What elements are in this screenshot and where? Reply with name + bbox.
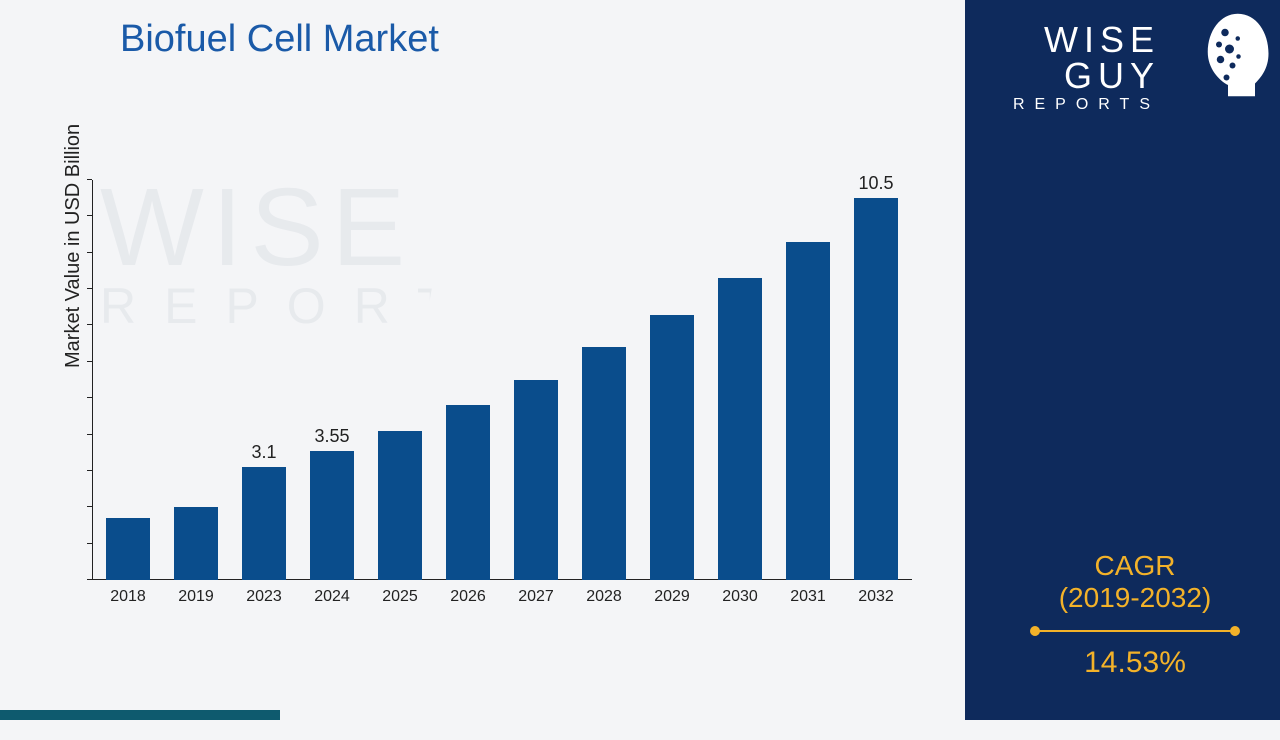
bottom-accent-bar: [0, 710, 280, 720]
bar-x-label: 2018: [110, 588, 146, 606]
bar-x-label: 2029: [654, 588, 690, 606]
logo-sub-text: REPORTS: [965, 96, 1160, 114]
bar: 203210.5: [854, 198, 898, 580]
y-axis-line: [92, 180, 93, 580]
bar: 2029: [650, 315, 694, 580]
logo-main-text: WISE GUY: [965, 22, 1160, 94]
chart-title: Biofuel Cell Market: [120, 18, 439, 61]
bar-x-label: 2027: [518, 588, 554, 606]
bar: 2026: [446, 405, 490, 580]
cagr-title: CAGR: [990, 550, 1280, 582]
bar-value-label: 3.55: [314, 426, 349, 447]
main-area: WISE GUY REPORTS Biofuel Cell Market Mar…: [0, 0, 965, 720]
bar-chart: 2018 2019 20233.1 20243.55 2025 2026 2027 2028 2…: [92, 180, 912, 580]
y-tick: [87, 397, 92, 398]
bar: 20243.55: [310, 451, 354, 580]
bar: 20233.1: [242, 467, 286, 580]
y-tick: [87, 288, 92, 289]
cagr-value: 14.53%: [990, 646, 1280, 680]
y-axis-label: Market Value in USD Billion: [62, 124, 85, 368]
bar: 2025: [378, 431, 422, 580]
bar-x-label: 2032: [858, 588, 894, 606]
y-tick: [87, 179, 92, 180]
logo-block: WISE GUY REPORTS: [965, 22, 1160, 114]
y-tick: [87, 361, 92, 362]
bar-x-label: 2023: [246, 588, 282, 606]
bar-x-label: 2025: [382, 588, 418, 606]
y-tick: [87, 470, 92, 471]
bar: 2028: [582, 347, 626, 580]
bar-value-label: 3.1: [251, 442, 276, 463]
bar: 2018: [106, 518, 150, 580]
bar-x-label: 2026: [450, 588, 486, 606]
y-tick: [87, 215, 92, 216]
bar-x-label: 2028: [586, 588, 622, 606]
bar: 2019: [174, 507, 218, 580]
y-tick: [87, 252, 92, 253]
y-tick: [87, 506, 92, 507]
bar-x-label: 2019: [178, 588, 214, 606]
y-tick: [87, 543, 92, 544]
logo-head-icon: [1194, 10, 1274, 100]
sidebar: WISE GUY REPORTS CAGR (2019-2032) 14.53%: [965, 0, 1280, 720]
bar-x-label: 2024: [314, 588, 350, 606]
y-tick: [87, 324, 92, 325]
bar: 2031: [786, 242, 830, 580]
y-tick: [87, 434, 92, 435]
bar: 2027: [514, 380, 558, 580]
bar-value-label: 10.5: [858, 173, 893, 194]
bar-x-label: 2031: [790, 588, 826, 606]
cagr-block: CAGR (2019-2032) 14.53%: [990, 550, 1280, 680]
cagr-divider: [1035, 630, 1235, 632]
cagr-years: (2019-2032): [990, 582, 1280, 614]
bar: 2030: [718, 278, 762, 580]
bar-x-label: 2030: [722, 588, 758, 606]
y-tick: [87, 579, 92, 580]
